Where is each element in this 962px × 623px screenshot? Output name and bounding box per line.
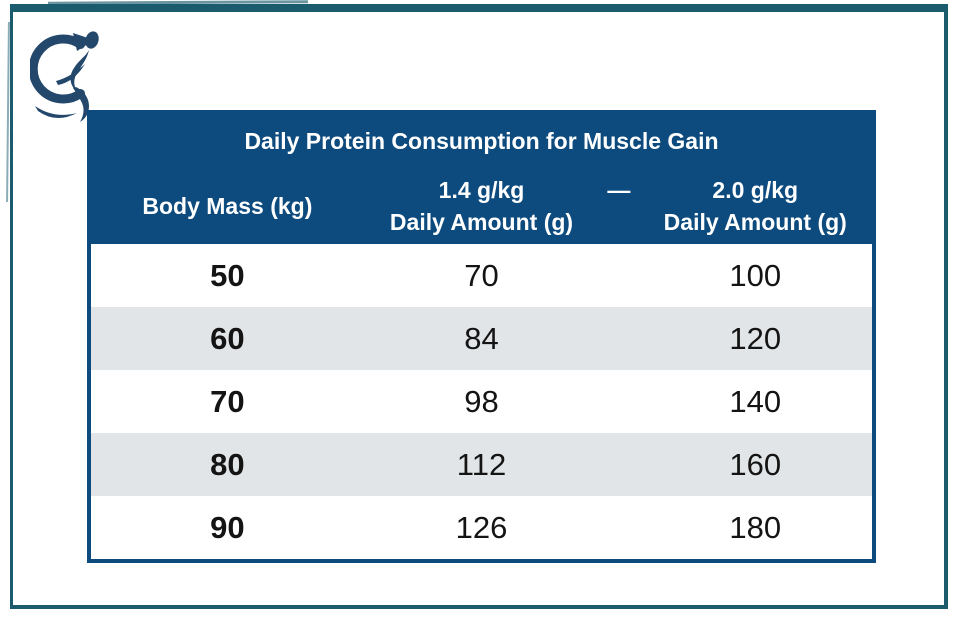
- amount-1-4-value: 126: [363, 496, 600, 561]
- amount-2-0-value: 180: [638, 496, 874, 561]
- table-row: 90 126 180: [89, 496, 874, 561]
- column-header-2-0-gkg: 2.0 g/kg Daily Amount (g): [638, 169, 874, 244]
- amount-2-0-value: 120: [638, 307, 874, 370]
- amount-2-0-value: 160: [638, 433, 874, 496]
- column-header-line2: Daily Amount (g): [389, 208, 574, 235]
- sketch-stroke: [6, 21, 10, 203]
- amount-1-4-value: 84: [363, 307, 600, 370]
- table-row: 80 112 160: [89, 433, 874, 496]
- body-mass-value: 90: [89, 496, 364, 561]
- column-header-row: Body Mass (kg) 1.4 g/kg Daily Amount (g)…: [89, 169, 874, 244]
- table-row: 60 84 120: [89, 307, 874, 370]
- table-title-row: Daily Protein Consumption for Muscle Gai…: [89, 112, 874, 169]
- body-mass-value: 80: [89, 433, 364, 496]
- body-mass-value: 60: [89, 307, 364, 370]
- spacer-cell: [599, 307, 639, 370]
- amount-2-0-value: 140: [638, 370, 874, 433]
- table-row: 70 98 140: [89, 370, 874, 433]
- body-mass-value: 50: [89, 244, 364, 307]
- athlete-swoosh-logo-icon: [30, 31, 99, 122]
- table-row: 50 70 100: [89, 244, 874, 307]
- column-header-line1: 2.0 g/kg: [712, 177, 799, 204]
- spacer-cell: [599, 370, 639, 433]
- spacer-cell: [599, 496, 639, 561]
- column-header-line1: 1.4 g/kg: [438, 177, 525, 204]
- amount-1-4-value: 70: [363, 244, 600, 307]
- amount-2-0-value: 100: [638, 244, 874, 307]
- separator-dash: —: [607, 177, 631, 204]
- spacer-cell: [599, 433, 639, 496]
- column-header-line2: Daily Amount (g): [663, 208, 847, 235]
- amount-1-4-value: 112: [363, 433, 600, 496]
- column-header-body-mass: Body Mass (kg): [89, 169, 364, 244]
- protein-consumption-table: Daily Protein Consumption for Muscle Gai…: [87, 110, 876, 563]
- amount-1-4-value: 98: [363, 370, 600, 433]
- spacer-cell: [599, 244, 639, 307]
- sketch-stroke: [47, 0, 309, 5]
- column-header-1-4-gkg: 1.4 g/kg Daily Amount (g): [363, 169, 600, 244]
- column-header-separator: —: [599, 169, 639, 244]
- table-title: Daily Protein Consumption for Muscle Gai…: [89, 112, 874, 169]
- body-mass-value: 70: [89, 370, 364, 433]
